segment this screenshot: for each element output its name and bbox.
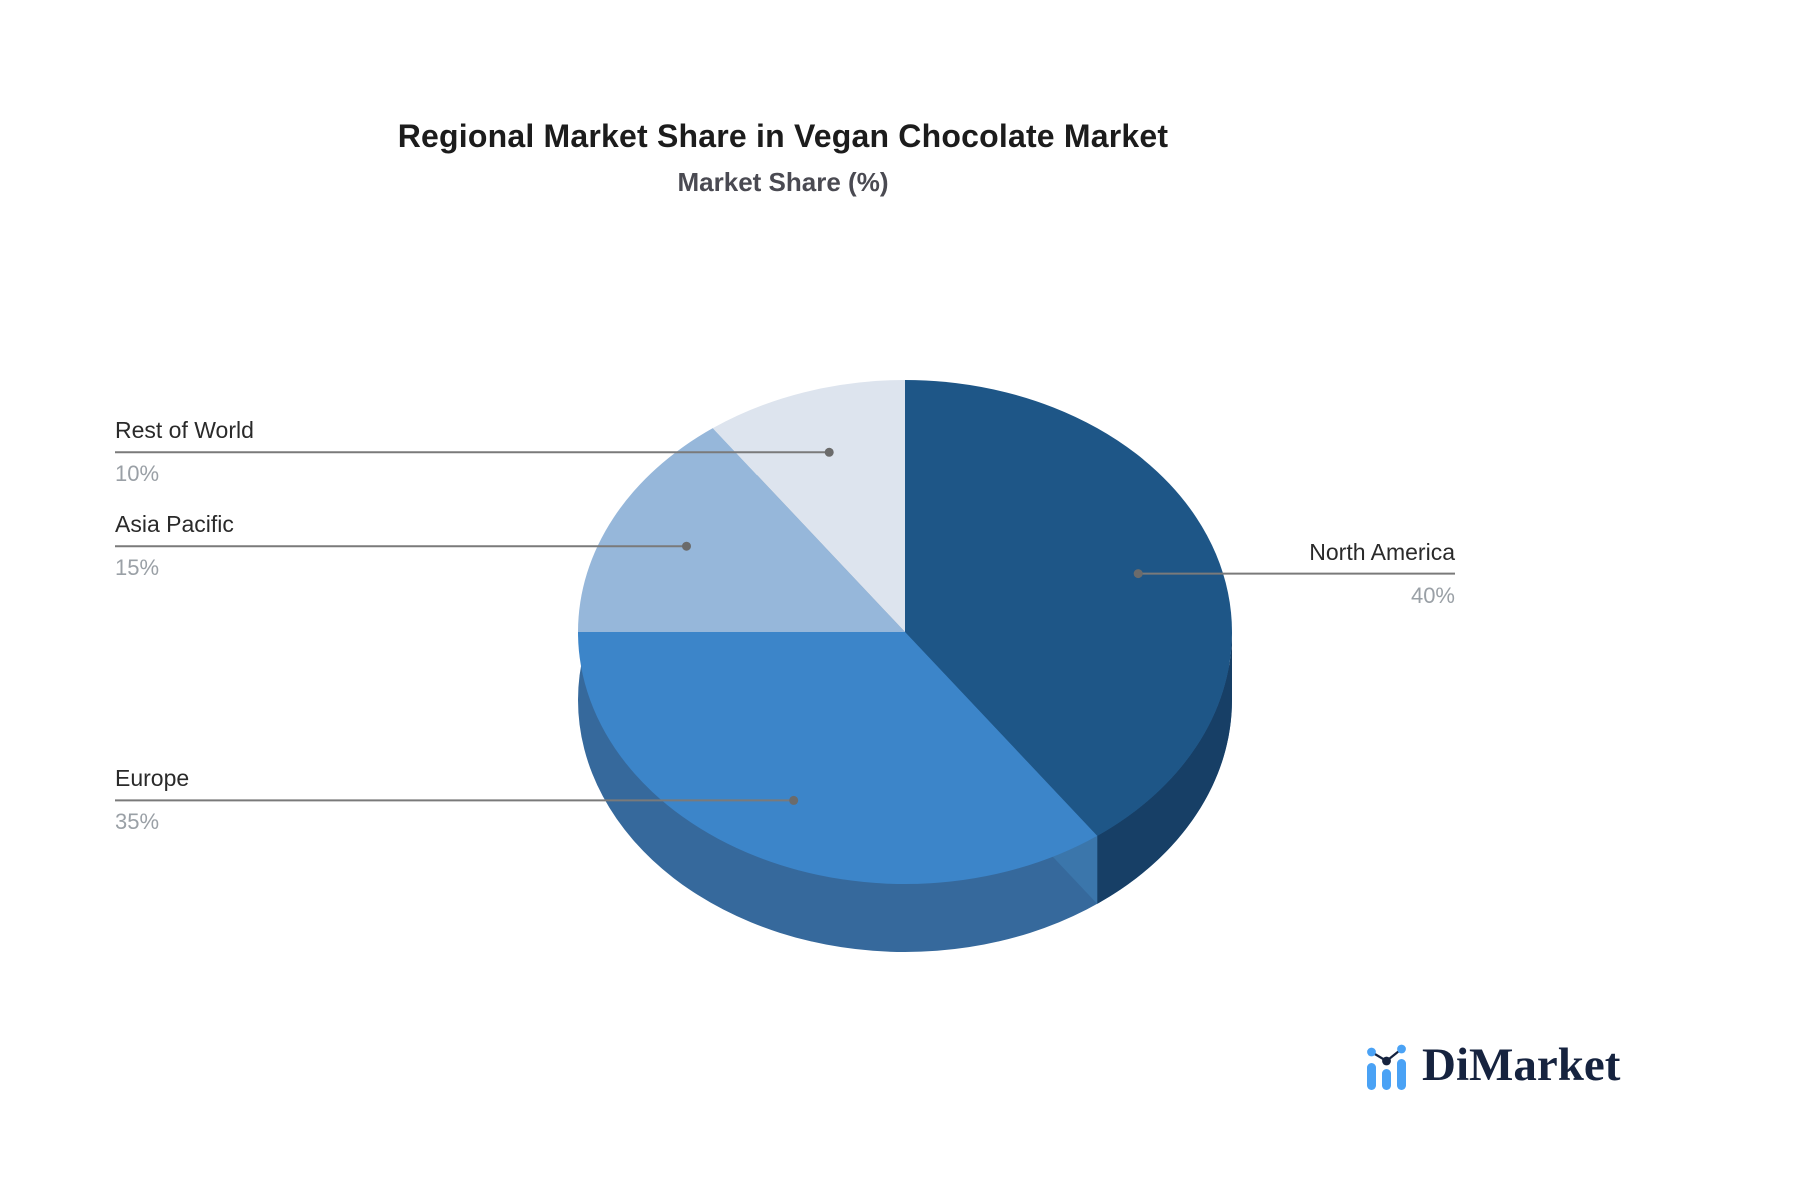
leader-dot-rest-of-world — [824, 447, 834, 457]
slice-label-north-america: North America — [1309, 538, 1455, 565]
bar-line-chart-icon — [1367, 1044, 1406, 1090]
brand-logo-text: DiMarket — [1422, 1039, 1621, 1091]
slice-label-asia-pacific: Asia Pacific — [115, 511, 234, 538]
slice-label-europe: Europe — [115, 765, 190, 792]
slice-value-europe: 35% — [115, 809, 160, 835]
brand-logo: DiMarket — [1365, 1040, 1620, 1090]
chart-subtitle: Market Share (%) — [677, 167, 889, 197]
pie-depth-rim-north-america — [1097, 632, 1232, 904]
slice-value-asia-pacific: 15% — [115, 555, 160, 581]
leader-dot-north-america — [1133, 569, 1143, 579]
slice-value-north-america: 40% — [1410, 582, 1455, 608]
pie-slice-asia-pacific[interactable] — [578, 428, 905, 632]
pie-slice-europe[interactable] — [578, 632, 1098, 885]
leader-dot-asia-pacific — [682, 541, 691, 551]
chart-title: Regional Market Share in Vegan Chocolate… — [397, 118, 1169, 154]
slice-label-rest-of-world: Rest of World — [115, 417, 254, 444]
pie-slice-north-america[interactable] — [905, 380, 1233, 836]
pie-slice-rest-of-world[interactable] — [712, 380, 905, 632]
slice-value-rest-of-world: 10% — [115, 461, 160, 487]
leader-dot-europe — [789, 795, 799, 805]
